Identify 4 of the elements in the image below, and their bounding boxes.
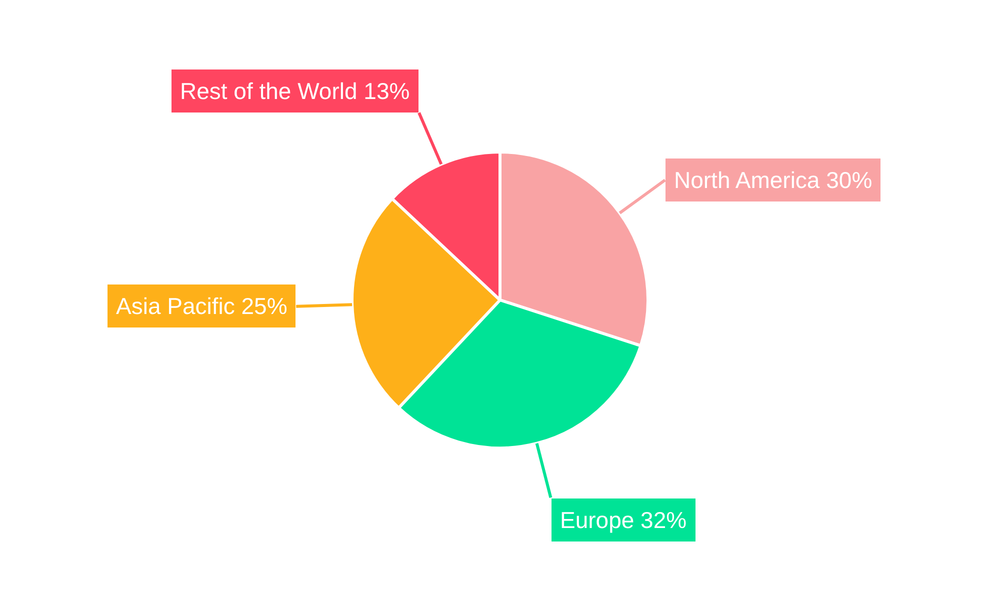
- slice-label: Europe 32%: [560, 507, 687, 533]
- slice-label: Rest of the World 13%: [180, 78, 410, 104]
- slice-label: Asia Pacific 25%: [116, 293, 288, 319]
- slice-label: North America 30%: [674, 167, 872, 193]
